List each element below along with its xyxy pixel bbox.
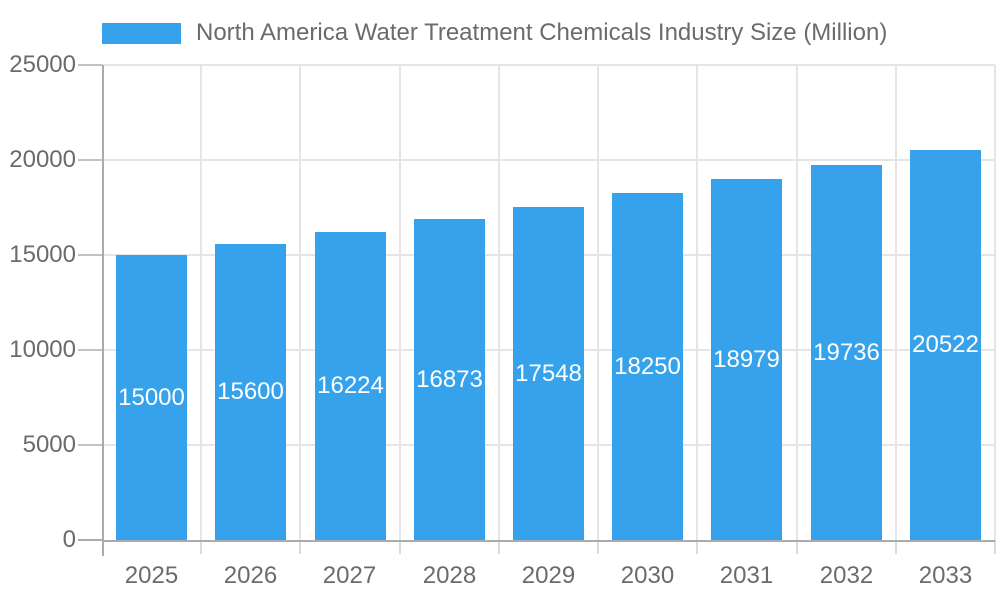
- x-axis-tick: [299, 540, 301, 554]
- bar-2033[interactable]: 20522: [910, 150, 981, 540]
- x-axis-tick: [399, 540, 401, 554]
- x-axis-label-2027: 2027: [322, 562, 377, 589]
- y-axis-tick: [78, 159, 102, 161]
- gridline-vertical: [498, 65, 500, 540]
- gridline-vertical: [895, 65, 897, 540]
- legend-label: North America Water Treatment Chemicals …: [196, 19, 888, 46]
- bar-value-label: 15600: [217, 378, 284, 405]
- x-axis-tick: [895, 540, 897, 554]
- y-axis-label: 20000: [9, 146, 76, 173]
- bar-value-label: 19736: [813, 338, 880, 366]
- x-axis-label-2032: 2032: [819, 562, 874, 589]
- y-axis-tick: [78, 349, 102, 351]
- x-axis-tick: [200, 540, 202, 554]
- bar-value-label: 16224: [317, 372, 384, 399]
- legend-swatch: [102, 22, 181, 44]
- bar-2025[interactable]: 15000: [116, 255, 187, 540]
- y-axis-tick: [78, 64, 102, 66]
- y-axis-tick: [78, 254, 102, 256]
- y-axis-label: 25000: [9, 51, 76, 78]
- gridline-vertical: [696, 65, 698, 540]
- gridline-vertical: [597, 65, 599, 540]
- y-axis-label: 5000: [22, 431, 76, 458]
- x-axis-label-2026: 2026: [223, 562, 278, 589]
- bar-2029[interactable]: 17548: [513, 207, 584, 540]
- y-axis-tick: [78, 539, 102, 541]
- y-axis-tick: [78, 444, 102, 446]
- x-axis-label-2029: 2029: [521, 562, 576, 589]
- x-axis-line: [102, 540, 995, 542]
- bar-2031[interactable]: 18979: [711, 179, 782, 540]
- bar-2027[interactable]: 16224: [315, 232, 386, 540]
- x-axis-label-2028: 2028: [422, 562, 477, 589]
- x-axis-label-2031: 2031: [719, 562, 774, 589]
- bar-2030[interactable]: 18250: [612, 193, 683, 540]
- y-axis-line: [102, 65, 104, 556]
- x-axis-tick: [498, 540, 500, 554]
- y-axis-label: 0: [62, 526, 76, 553]
- gridline-vertical: [200, 65, 202, 540]
- gridline-horizontal: [102, 64, 995, 66]
- bar-2028[interactable]: 16873: [414, 219, 485, 540]
- bar-value-label: 15000: [118, 383, 185, 411]
- x-axis-tick: [597, 540, 599, 554]
- bar-value-label: 17548: [515, 359, 582, 387]
- gridline-vertical: [994, 65, 996, 540]
- x-axis-label-2030: 2030: [620, 562, 675, 589]
- chart-legend[interactable]: North America Water Treatment Chemicals …: [102, 19, 887, 47]
- x-axis-tick: [994, 540, 996, 554]
- y-axis-label: 15000: [9, 241, 76, 268]
- x-axis-label-2033: 2033: [918, 562, 973, 589]
- bar-2032[interactable]: 19736: [811, 165, 882, 540]
- bar-value-label: 18250: [614, 352, 681, 380]
- bar-value-label: 20522: [912, 331, 979, 358]
- gridline-vertical: [299, 65, 301, 540]
- gridline-horizontal: [102, 159, 995, 161]
- gridline-vertical: [796, 65, 798, 540]
- bar-value-label: 16873: [416, 365, 483, 393]
- x-axis-label-2025: 2025: [124, 562, 179, 589]
- bar-2026[interactable]: 15600: [215, 244, 286, 540]
- y-axis-label: 10000: [9, 336, 76, 363]
- gridline-vertical: [399, 65, 401, 540]
- x-axis-tick: [796, 540, 798, 554]
- bar-value-label: 18979: [713, 345, 780, 373]
- x-axis-tick: [696, 540, 698, 554]
